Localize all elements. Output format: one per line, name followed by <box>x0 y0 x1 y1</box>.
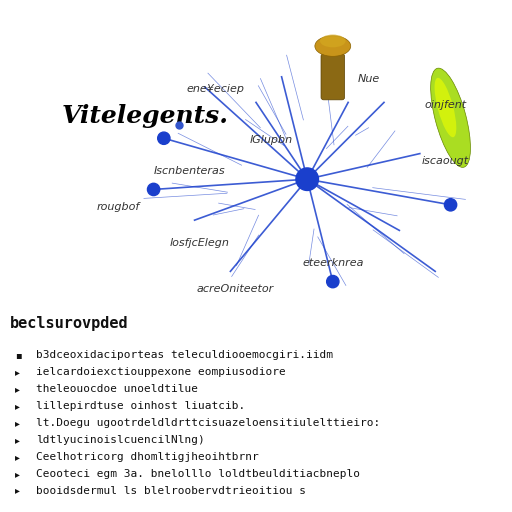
Text: ▸: ▸ <box>15 452 20 462</box>
Text: Vitelegents.: Vitelegents. <box>61 104 228 128</box>
Text: oinjfent: oinjfent <box>424 99 466 110</box>
Ellipse shape <box>320 35 346 47</box>
Text: ▸: ▸ <box>15 418 20 428</box>
Text: Nue: Nue <box>357 74 380 84</box>
Text: ▸: ▸ <box>15 435 20 445</box>
Text: Ceelhotricorg dhomltigjheoihtbrnr: Ceelhotricorg dhomltigjheoihtbrnr <box>36 452 259 462</box>
Text: ▸: ▸ <box>15 384 20 394</box>
Ellipse shape <box>435 78 456 137</box>
Text: lillepirdtuse oinhost liuatcib.: lillepirdtuse oinhost liuatcib. <box>36 401 245 411</box>
Text: Iscnbenteras: Iscnbenteras <box>154 166 225 176</box>
Text: theleouocdoe unoeldtilue: theleouocdoe unoeldtilue <box>36 384 198 394</box>
Text: lt.Doegu ugootrdeldldrttcisuazeloensitiulelttieiro:: lt.Doegu ugootrdeldldrttcisuazeloensitiu… <box>36 418 380 428</box>
Text: ldtlyucinoislcuencilNlng): ldtlyucinoislcuencilNlng) <box>36 435 205 445</box>
Text: acreOniteetor: acreOniteetor <box>197 284 274 294</box>
Text: ielcardoiexctiouppexone eompiusodiore: ielcardoiexctiouppexone eompiusodiore <box>36 367 286 377</box>
Text: ▸: ▸ <box>15 401 20 411</box>
Text: ene¥eciep: ene¥eciep <box>186 84 244 94</box>
Text: ▸: ▸ <box>15 485 20 496</box>
Text: b3dceoxidaciporteas teleculdiooemocgiri.iidm: b3dceoxidaciporteas teleculdiooemocgiri.… <box>36 350 333 360</box>
Text: ▸: ▸ <box>15 367 20 377</box>
Text: ▸: ▸ <box>15 468 20 479</box>
Text: Ceooteci egm 3a. bnelolllo loldtbeulditiacbneplo: Ceooteci egm 3a. bnelolllo loldtbeulditi… <box>36 468 360 479</box>
Circle shape <box>147 183 160 196</box>
Circle shape <box>296 168 318 190</box>
Text: ▪: ▪ <box>15 350 22 360</box>
Circle shape <box>444 199 457 211</box>
Text: lGlupbn: lGlupbn <box>250 135 293 145</box>
Text: rougbof: rougbof <box>96 202 139 212</box>
Circle shape <box>158 132 170 144</box>
Text: booidsdermul ls blelroobervdtrieoitiou s: booidsdermul ls blelroobervdtrieoitiou s <box>36 485 306 496</box>
Text: iscaougt: iscaougt <box>422 156 469 166</box>
Text: beclsurovpded: beclsurovpded <box>10 316 129 331</box>
Ellipse shape <box>315 36 351 56</box>
Ellipse shape <box>431 68 471 167</box>
Circle shape <box>327 275 339 288</box>
Text: eteerknrea: eteerknrea <box>302 258 364 268</box>
FancyBboxPatch shape <box>321 54 345 100</box>
Text: losfjcElegn: losfjcElegn <box>170 238 229 248</box>
